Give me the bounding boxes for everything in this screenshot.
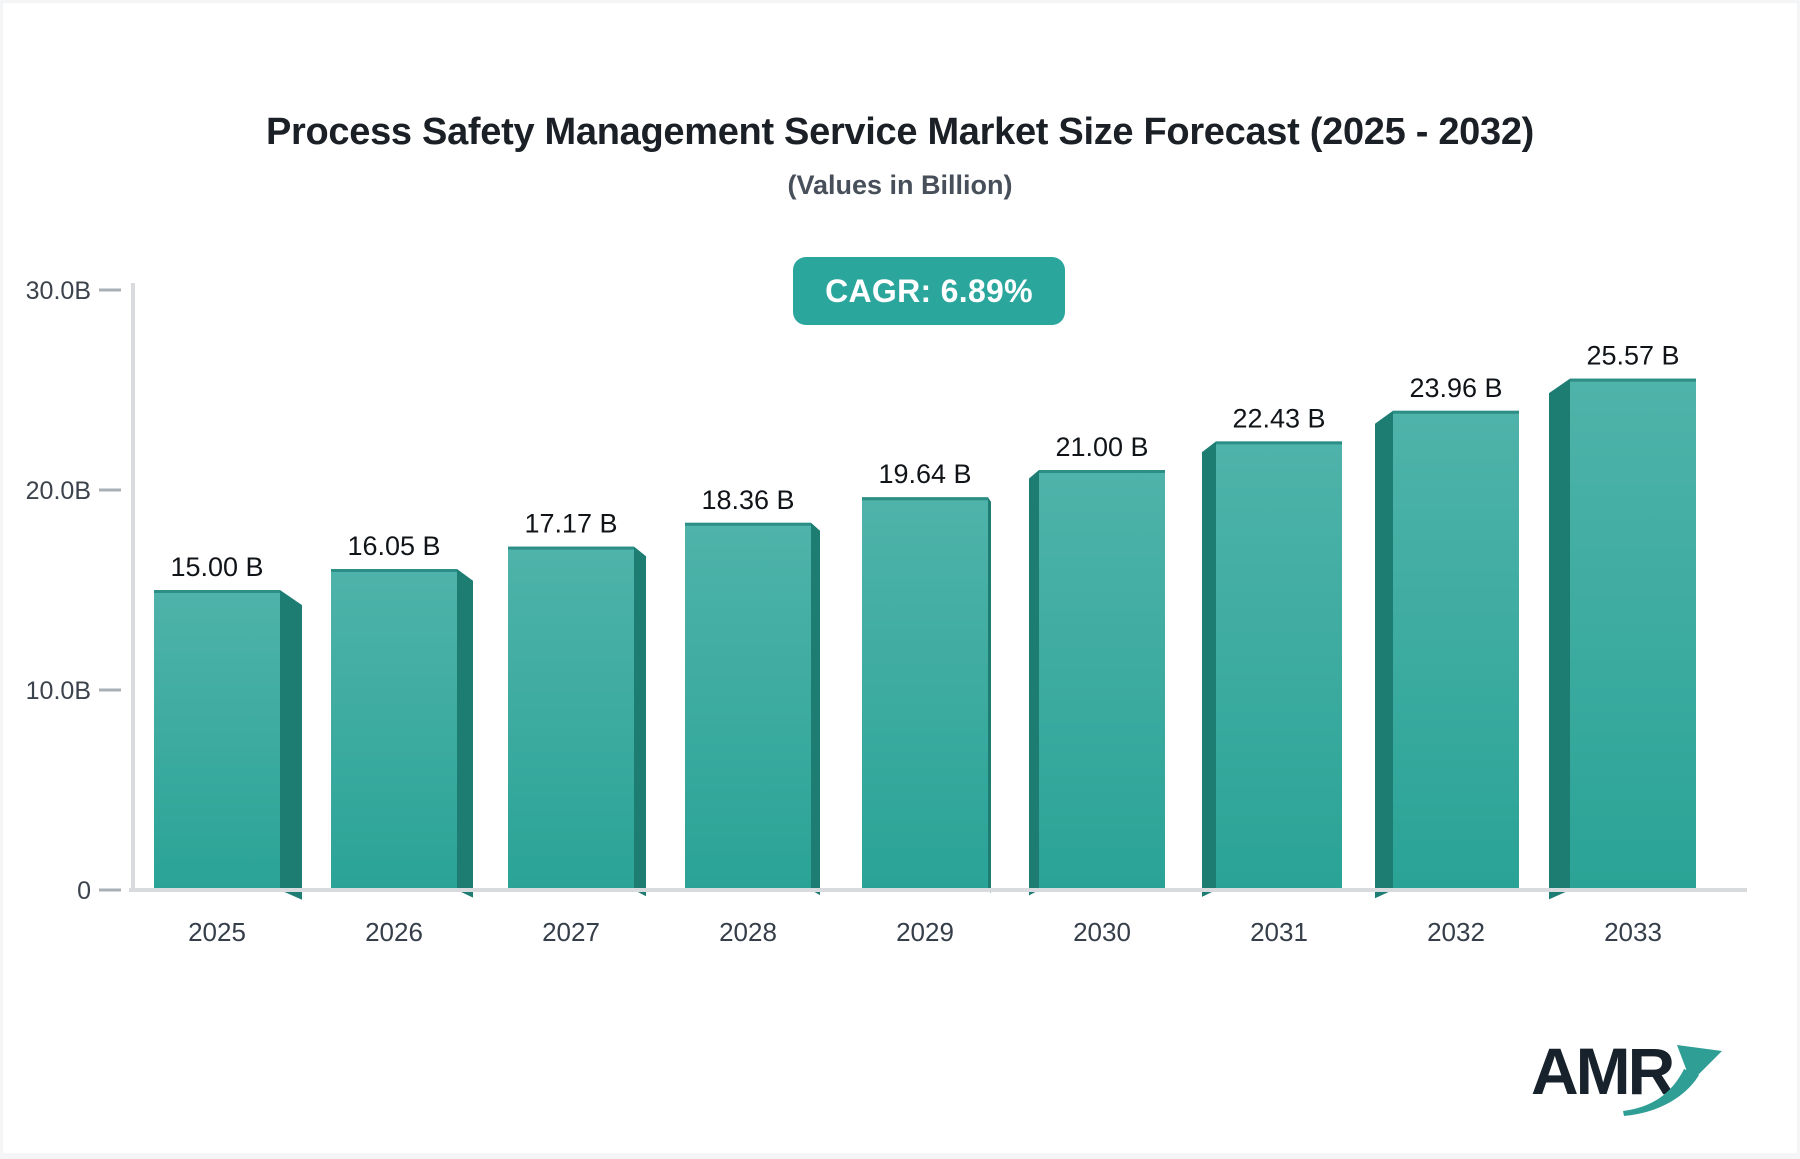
x-tick-label: 2028 [719,917,777,947]
bar-side [1375,410,1393,899]
bar-side [988,497,991,894]
x-tick-label: 2030 [1073,917,1131,947]
bar-side [1549,378,1570,900]
bar-side [1029,470,1039,896]
bar-face [1570,378,1696,890]
x-tick-label: 2025 [188,917,246,947]
growth-arrow-icon [1623,1045,1722,1116]
x-tick-label: 2033 [1604,917,1662,947]
bar-chart: 15.00 B 2025 16.05 B 2026 17.17 B 2027 18.36 B… [26,277,1747,947]
bar-value-label: 19.64 B [878,459,971,489]
y-tick-label: 10.0B [26,677,91,705]
amr-logo: AMR [1531,1025,1731,1125]
bar-face [331,569,457,890]
bar-side [457,569,473,898]
bar-2025: 15.00 B 2025 [154,552,302,947]
chart-title: Process Safety Management Service Market… [265,111,1535,153]
bar-face [508,546,634,890]
bar-value-label: 22.43 B [1232,403,1325,433]
bar-2029: 19.64 B 2029 [862,459,991,947]
x-tick-label: 2031 [1250,917,1308,947]
bar-value-label: 17.17 B [524,509,617,539]
bar-2030: 21.00 B 2030 [1029,432,1165,947]
bar-2027: 17.17 B 2027 [508,509,646,947]
y-tick-label: 0 [77,877,91,905]
cagr-badge: CAGR: 6.89% [793,257,1065,325]
bar-face [862,497,988,890]
bar-2033: 25.57 B 2033 [1549,341,1696,947]
bar-face [154,590,280,890]
bar-2028: 18.36 B 2028 [685,485,820,947]
bar-value-label: 18.36 B [701,485,794,515]
bar-value-label: 15.00 B [170,552,263,582]
x-tick-label: 2032 [1427,917,1485,947]
bar-2032: 23.96 B 2032 [1375,373,1519,947]
bar-2031: 22.43 B 2031 [1202,403,1342,947]
bar-side [634,546,646,897]
bar-face [1039,470,1165,890]
bar-value-label: 16.05 B [347,531,440,561]
bar-side [811,522,820,896]
x-tick-label: 2026 [365,917,423,947]
chart-subtitle: (Values in Billion) [787,170,1013,200]
bar-face [1393,410,1519,890]
amr-logo-text: AMR [1531,1034,1675,1108]
x-tick-label: 2027 [542,917,600,947]
bar-value-label: 25.57 B [1586,341,1679,371]
bar-value-label: 23.96 B [1409,373,1502,403]
bar-2026: 16.05 B 2026 [331,531,473,947]
bar-face [685,522,811,890]
chart-card: Process Safety Management Service Market… [3,3,1797,1153]
bar-value-label: 21.00 B [1055,432,1148,462]
bar-side [1202,441,1216,897]
bar-side [280,590,302,900]
y-tick-label: 30.0B [26,277,91,305]
bar-face [1216,441,1342,890]
y-tick-label: 20.0B [26,477,91,505]
x-tick-label: 2029 [896,917,954,947]
